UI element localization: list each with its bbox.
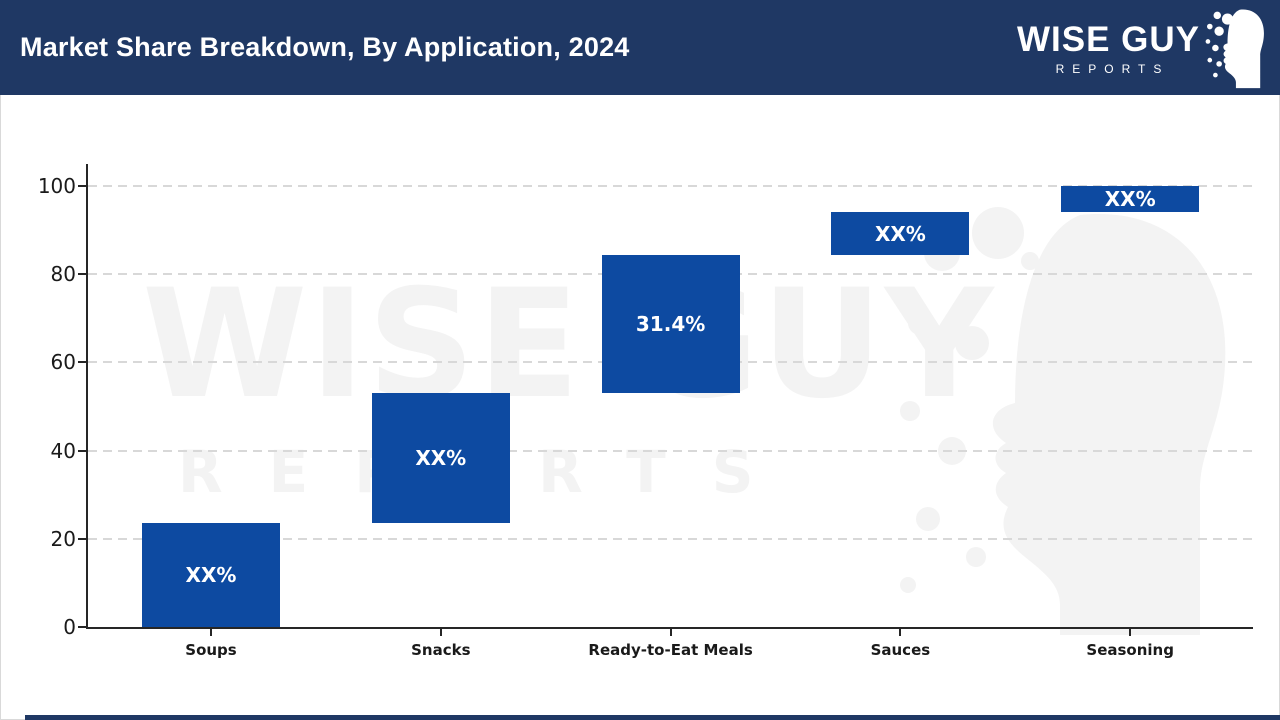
- watermark-face-icon: [900, 207, 1226, 635]
- watermark-wiseguy-text: WISE GUY: [142, 258, 996, 432]
- bar-value-label: 31.4%: [635, 312, 706, 337]
- wiseguy-logo-subtitle: REPORTS: [1055, 61, 1170, 76]
- x-axis-tick: [210, 629, 212, 636]
- footer-accent-bar: [25, 715, 1280, 720]
- bar-soups: XX%: [142, 523, 280, 627]
- x-category-label: Ready-to-Eat Meals: [588, 641, 753, 659]
- y-tick-label: 80: [50, 262, 76, 287]
- x-axis-line: [86, 627, 1253, 629]
- y-axis-tick: [78, 537, 86, 540]
- x-axis-tick: [1129, 629, 1132, 636]
- x-axis-tick: [439, 629, 442, 636]
- y-axis-tick: [78, 449, 86, 452]
- y-axis-tick: [78, 361, 86, 364]
- bar-value-label: XX%: [1104, 187, 1156, 212]
- y-axis-tick: [78, 626, 86, 628]
- wiseguy-logo: WISE GUY REPORTS: [1017, 6, 1268, 90]
- y-tick-label: 100: [37, 174, 76, 198]
- bar-value-label: XX%: [185, 563, 237, 588]
- gridline-20: [88, 537, 1253, 540]
- page-title: Market Share Breakdown, By Application, …: [20, 32, 630, 62]
- bar-value-label: XX%: [415, 446, 467, 471]
- x-category-label: Sauces: [870, 641, 931, 659]
- gridline-40: [88, 449, 1253, 452]
- bar-ready-to-eat-meals: 31.4%: [601, 254, 740, 394]
- bar-seasoning: XX%: [1061, 186, 1200, 213]
- y-axis-tick: [78, 273, 86, 276]
- bar-snacks: XX%: [371, 393, 510, 524]
- header-banner: Market Share Breakdown, By Application, …: [0, 0, 1280, 95]
- y-axis-line: [86, 164, 88, 629]
- y-tick-label: 40: [50, 438, 76, 463]
- x-category-label: Soups: [185, 641, 237, 659]
- y-tick-label: 0: [63, 615, 76, 639]
- wiseguy-logo-name: WISE GUY: [1016, 19, 1200, 59]
- bar-sauces: XX%: [831, 212, 970, 255]
- y-axis-tick: [78, 185, 86, 187]
- x-category-label: Snacks: [411, 641, 471, 659]
- wiseguy-face-icon: [1205, 9, 1264, 89]
- y-tick-label: 20: [50, 526, 76, 551]
- wiseguy-logo-text: WISE GUY REPORTS: [1016, 19, 1200, 76]
- gridline-100: [88, 185, 1253, 187]
- x-axis-tick: [669, 629, 672, 636]
- x-category-label: Seasoning: [1086, 641, 1174, 659]
- y-tick-label: 60: [50, 350, 76, 375]
- bar-value-label: XX%: [874, 221, 926, 246]
- x-axis-tick: [899, 629, 902, 636]
